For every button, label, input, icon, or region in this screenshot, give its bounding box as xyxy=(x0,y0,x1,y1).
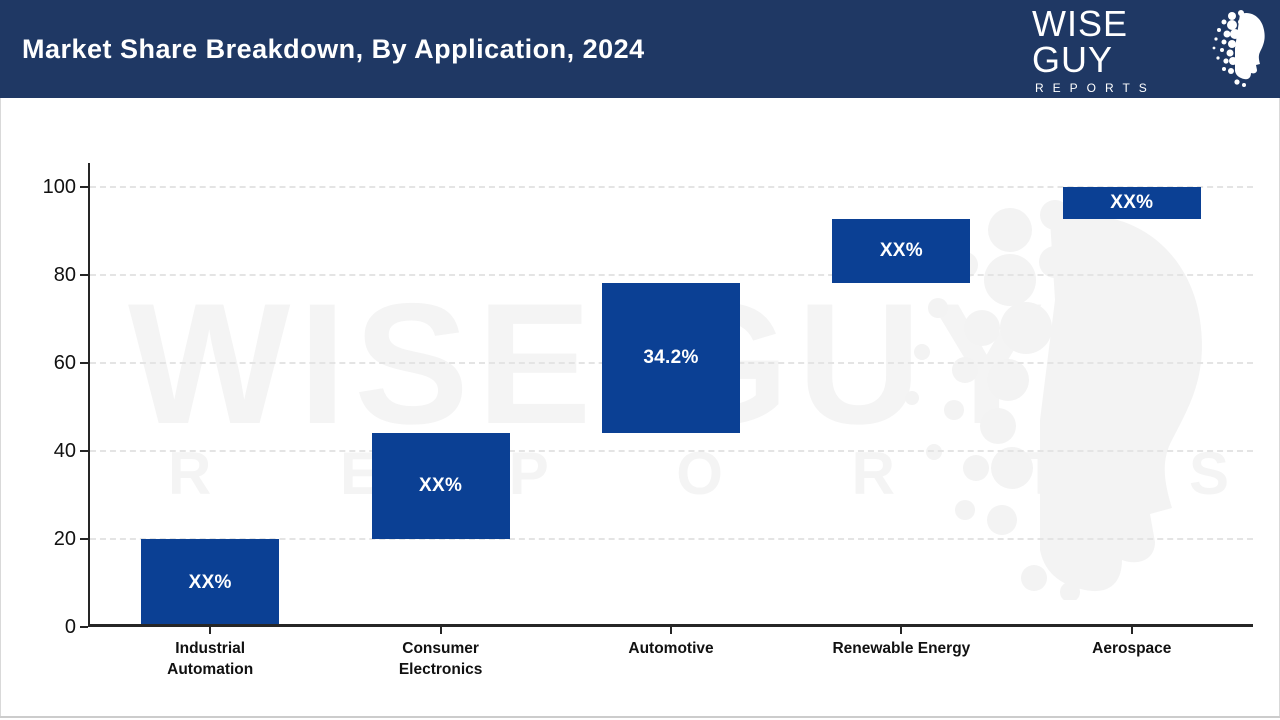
x-tick-3 xyxy=(670,627,672,634)
x-tick-4 xyxy=(900,627,903,634)
y-tick-label-40: 40 xyxy=(53,440,76,462)
category-label-4: Renewable Energy xyxy=(785,638,1017,659)
category-label-line: Consumer xyxy=(402,640,479,657)
logo-brand-subtitle: REPORTS xyxy=(1035,80,1156,95)
bar-segment-1: XX% xyxy=(141,539,280,627)
bar-segment-2: XX% xyxy=(371,433,510,539)
category-label-3: Automotive xyxy=(555,638,787,659)
header-band: Market Share Breakdown, By Application, … xyxy=(0,0,1280,98)
category-label-line: Aerospace xyxy=(1092,640,1172,657)
category-label-2: Consumer Electronics xyxy=(325,638,557,680)
wiseguy-logo: WISE GUY REPORTS xyxy=(1032,5,1268,95)
wiseguy-face-icon xyxy=(1202,8,1268,93)
x-axis-line xyxy=(88,624,1253,627)
category-label-line: Industrial xyxy=(175,640,246,657)
bottom-border xyxy=(0,716,1280,718)
y-tick-80 xyxy=(80,274,88,276)
x-tick-1 xyxy=(209,627,212,634)
watermark-brand-text: WISE GUY xyxy=(128,268,1053,460)
left-border xyxy=(0,98,1,718)
y-tick-label-60: 60 xyxy=(53,352,76,374)
category-label-line: Automotive xyxy=(628,640,714,657)
y-axis-line xyxy=(88,163,90,627)
category-label-1: Industrial Automation xyxy=(94,638,326,680)
y-tick-label-100: 100 xyxy=(42,176,76,198)
x-tick-2 xyxy=(439,627,442,634)
y-tick-label-80: 80 xyxy=(53,264,76,286)
gridline-y-20 xyxy=(90,538,1253,540)
y-tick-0 xyxy=(80,626,88,628)
y-tick-60 xyxy=(80,362,88,364)
bar-value-label: XX% xyxy=(188,572,232,593)
y-tick-100 xyxy=(80,186,88,188)
bar-segment-4: XX% xyxy=(832,219,971,283)
y-tick-label-20: 20 xyxy=(53,528,76,550)
bar-value-label: XX% xyxy=(419,475,463,497)
category-label-5: Aerospace xyxy=(1016,638,1248,659)
category-label-line: Electronics xyxy=(398,661,483,678)
bar-value-label: 34.2% xyxy=(643,347,699,369)
logo-brand-name: WISE GUY xyxy=(1032,2,1129,80)
page-title: Market Share Breakdown, By Application, … xyxy=(22,33,645,64)
x-tick-5 xyxy=(1130,627,1133,634)
gridline-y-80 xyxy=(90,274,1253,276)
gridline-y-40 xyxy=(90,450,1253,452)
bar-segment-3: 34.2% xyxy=(602,282,740,434)
bar-segment-5: XX% xyxy=(1062,187,1201,220)
y-tick-20 xyxy=(80,538,88,540)
category-label-line: Automation xyxy=(167,661,254,678)
bar-value-label: XX% xyxy=(879,240,923,261)
category-label-line: Renewable Energy xyxy=(832,640,971,657)
wiseguy-logo-text: WISE GUY REPORTS xyxy=(1032,2,1208,95)
bar-value-label: XX% xyxy=(1110,192,1154,214)
gridline-y-100 xyxy=(90,186,1253,188)
y-tick-label-0: 0 xyxy=(64,616,76,638)
y-tick-40 xyxy=(80,450,88,452)
